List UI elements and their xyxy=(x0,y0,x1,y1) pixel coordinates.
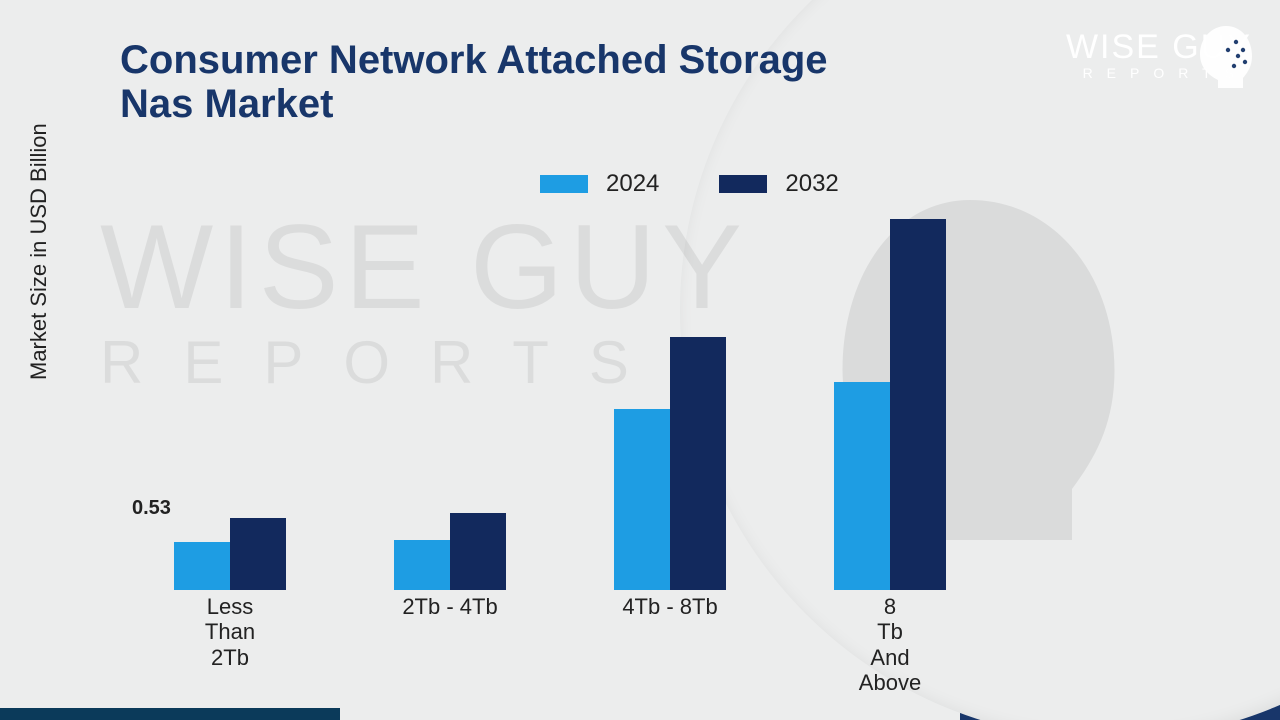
chart-stage: WISE GUY REPORTS WISE GUY REPORTS Consum… xyxy=(0,0,1280,720)
bar xyxy=(670,337,726,590)
bar-group xyxy=(590,337,750,590)
bar xyxy=(174,542,230,590)
y-axis-label: Market Size in USD Billion xyxy=(26,123,52,380)
bar-group xyxy=(370,513,530,590)
legend-label: 2024 xyxy=(606,170,659,198)
legend-swatch xyxy=(540,175,588,193)
legend-item: 2032 xyxy=(719,170,838,198)
legend-item: 2024 xyxy=(540,170,659,198)
legend: 2024 2032 xyxy=(540,170,839,198)
brand-head-icon xyxy=(1188,22,1258,92)
bar-value-label: 0.53 xyxy=(132,497,171,520)
chart-title: Consumer Network Attached Storage Nas Ma… xyxy=(120,38,880,126)
bar xyxy=(230,518,286,590)
bar-group xyxy=(150,518,310,590)
bar xyxy=(614,409,670,590)
legend-label: 2032 xyxy=(785,170,838,198)
plot-area: 0.53 xyxy=(120,210,950,590)
bar-group xyxy=(810,219,970,590)
x-axis-labels: LessThan2Tb2Tb - 4Tb4Tb - 8Tb8TbAndAbove xyxy=(120,594,950,714)
bar xyxy=(450,513,506,590)
brand-logo: WISE GUY REPORTS xyxy=(1066,28,1252,81)
legend-swatch xyxy=(719,175,767,193)
bar xyxy=(394,540,450,590)
x-axis-label: 8TbAndAbove xyxy=(810,594,970,695)
bar xyxy=(834,382,890,590)
bar xyxy=(890,219,946,590)
x-axis-label: LessThan2Tb xyxy=(150,594,310,670)
x-axis-label: 2Tb - 4Tb xyxy=(370,594,530,619)
x-axis-label: 4Tb - 8Tb xyxy=(590,594,750,619)
